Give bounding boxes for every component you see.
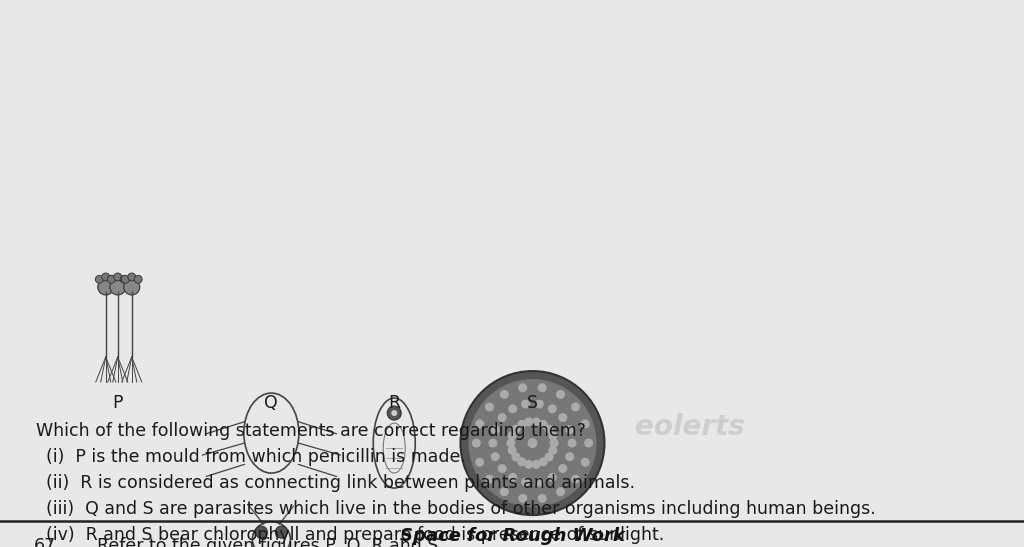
Circle shape bbox=[581, 458, 590, 467]
Circle shape bbox=[517, 420, 526, 429]
Circle shape bbox=[475, 458, 484, 467]
Circle shape bbox=[571, 475, 580, 484]
Circle shape bbox=[584, 439, 593, 447]
Circle shape bbox=[110, 279, 126, 295]
Circle shape bbox=[567, 439, 577, 447]
Circle shape bbox=[498, 413, 507, 422]
Circle shape bbox=[500, 390, 509, 399]
Circle shape bbox=[518, 383, 527, 392]
Circle shape bbox=[538, 383, 547, 392]
Circle shape bbox=[548, 446, 557, 455]
Circle shape bbox=[508, 404, 517, 414]
Text: Space for Rough Work: Space for Rough Work bbox=[399, 527, 625, 545]
Circle shape bbox=[550, 439, 558, 447]
Circle shape bbox=[581, 420, 590, 428]
Circle shape bbox=[556, 390, 565, 399]
Circle shape bbox=[545, 424, 554, 434]
Circle shape bbox=[535, 478, 544, 487]
Text: R: R bbox=[388, 394, 400, 412]
Text: P: P bbox=[113, 394, 123, 412]
Circle shape bbox=[475, 420, 484, 428]
Circle shape bbox=[507, 439, 515, 447]
Circle shape bbox=[524, 460, 534, 469]
Text: Which of the following statements are correct regarding them?: Which of the following statements are co… bbox=[36, 422, 586, 440]
Circle shape bbox=[120, 275, 128, 283]
Circle shape bbox=[508, 473, 517, 482]
Circle shape bbox=[531, 417, 541, 426]
Circle shape bbox=[108, 275, 116, 283]
Circle shape bbox=[539, 457, 548, 466]
Circle shape bbox=[556, 487, 565, 496]
Circle shape bbox=[498, 464, 507, 473]
Circle shape bbox=[508, 446, 517, 455]
Circle shape bbox=[490, 452, 500, 461]
Circle shape bbox=[558, 413, 567, 422]
Circle shape bbox=[548, 473, 557, 482]
Circle shape bbox=[275, 526, 288, 538]
Circle shape bbox=[391, 410, 397, 416]
Circle shape bbox=[565, 452, 574, 461]
Circle shape bbox=[539, 420, 548, 429]
Circle shape bbox=[95, 275, 103, 283]
Circle shape bbox=[524, 417, 534, 426]
Circle shape bbox=[521, 399, 530, 409]
Text: (i)  P is the mould from which penicillin is made.: (i) P is the mould from which penicillin… bbox=[46, 448, 466, 466]
Circle shape bbox=[558, 464, 567, 473]
Circle shape bbox=[531, 460, 541, 469]
Text: 67.: 67. bbox=[34, 537, 61, 547]
Circle shape bbox=[124, 279, 139, 295]
Circle shape bbox=[488, 439, 498, 447]
Circle shape bbox=[97, 279, 114, 295]
Circle shape bbox=[134, 275, 142, 283]
Circle shape bbox=[527, 438, 538, 448]
Circle shape bbox=[387, 406, 401, 420]
Circle shape bbox=[545, 452, 554, 462]
Circle shape bbox=[255, 526, 267, 538]
Circle shape bbox=[128, 273, 136, 281]
Text: eolerts: eolerts bbox=[635, 412, 744, 441]
Circle shape bbox=[548, 404, 557, 414]
Circle shape bbox=[538, 494, 547, 503]
Circle shape bbox=[114, 273, 122, 281]
Circle shape bbox=[101, 273, 110, 281]
Circle shape bbox=[469, 379, 596, 507]
Circle shape bbox=[518, 494, 527, 503]
Circle shape bbox=[535, 399, 544, 409]
Text: Q: Q bbox=[264, 394, 279, 412]
Circle shape bbox=[490, 425, 500, 434]
Text: S: S bbox=[527, 394, 538, 412]
Circle shape bbox=[521, 478, 530, 487]
Circle shape bbox=[511, 424, 520, 434]
Text: (iii)  Q and S are parasites which live in the bodies of other organisms includi: (iii) Q and S are parasites which live i… bbox=[46, 500, 876, 518]
Circle shape bbox=[548, 431, 557, 440]
Text: (iv)  R and S bear chlorophyll and prepare food is presence of sunlight.: (iv) R and S bear chlorophyll and prepar… bbox=[46, 526, 665, 544]
Circle shape bbox=[511, 452, 520, 462]
Circle shape bbox=[500, 487, 509, 496]
Text: (ii)  R is considered as connecting link between plants and animals.: (ii) R is considered as connecting link … bbox=[46, 474, 635, 492]
Circle shape bbox=[109, 275, 116, 283]
Circle shape bbox=[485, 403, 494, 411]
Circle shape bbox=[571, 403, 580, 411]
Circle shape bbox=[461, 371, 604, 515]
Circle shape bbox=[565, 425, 574, 434]
Circle shape bbox=[121, 275, 129, 283]
Circle shape bbox=[508, 431, 517, 440]
Circle shape bbox=[517, 457, 526, 466]
Text: Refer to the given figures P, Q, R and S.: Refer to the given figures P, Q, R and S… bbox=[97, 537, 444, 547]
Circle shape bbox=[485, 475, 494, 484]
Circle shape bbox=[472, 439, 481, 447]
